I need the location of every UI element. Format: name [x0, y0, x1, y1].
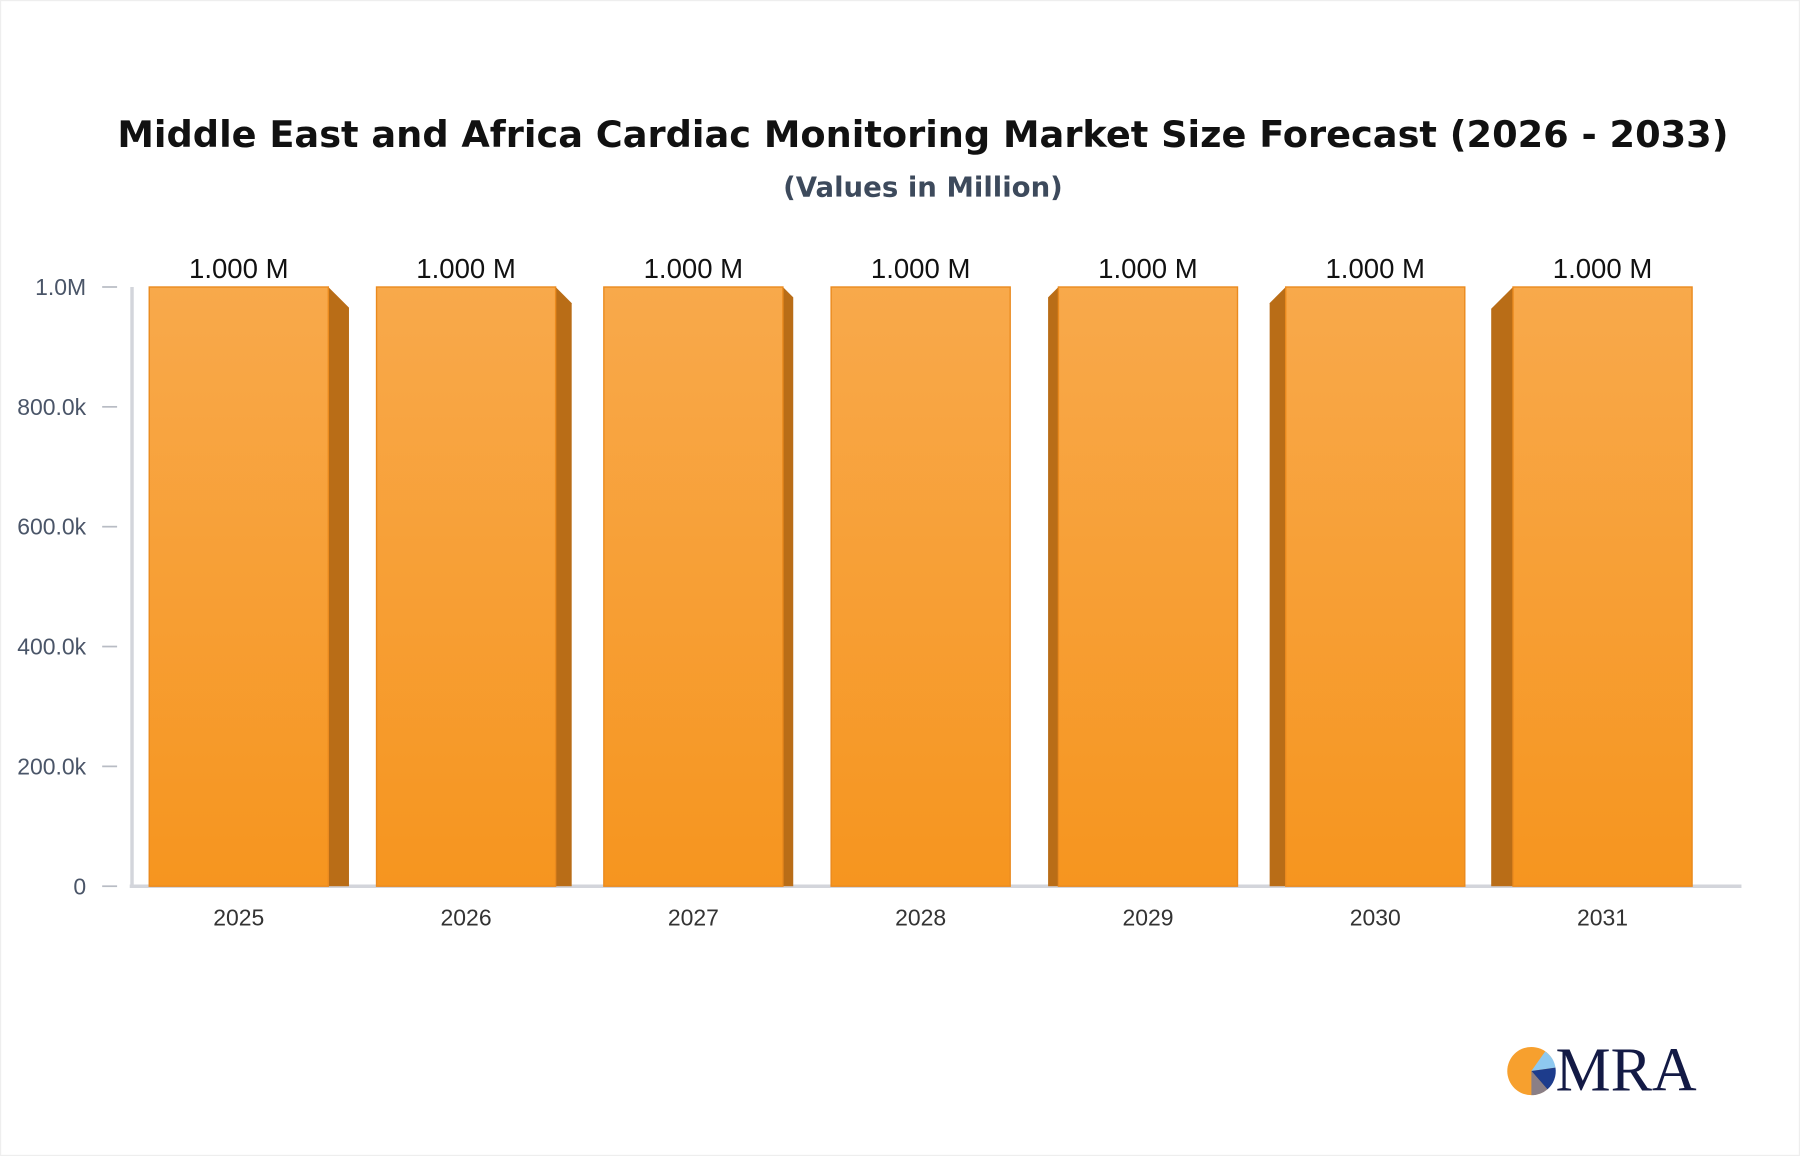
y-tick-label: 400.0k: [17, 634, 86, 660]
data-label: 1.000 M: [189, 253, 289, 284]
data-label: 1.000 M: [1325, 253, 1425, 284]
x-tick-label: 2026: [441, 904, 492, 930]
data-label: 1.000 M: [871, 253, 971, 284]
bar-side: [782, 286, 794, 887]
x-tick-label: 2029: [1122, 904, 1173, 930]
bar: [830, 286, 1011, 887]
bar-side: [1491, 286, 1514, 887]
bar-side: [328, 286, 349, 887]
bar-side: [555, 286, 572, 887]
x-tick-label: 2028: [895, 904, 946, 930]
bar: [1057, 286, 1239, 887]
bar: [148, 286, 330, 887]
x-tick-label: 2030: [1350, 904, 1401, 930]
y-tick-label: 600.0k: [17, 514, 86, 540]
chart-title: Middle East and Africa Cardiac Monitorin…: [117, 113, 1728, 156]
chart-subtitle: (Values in Million): [783, 171, 1063, 203]
mra-logo: MRA: [1507, 1037, 1697, 1105]
bar: [1512, 286, 1693, 887]
bar: [375, 286, 557, 887]
x-tick-label: 2027: [668, 904, 719, 930]
bar-side: [1048, 286, 1059, 887]
bar-side: [1269, 286, 1286, 887]
data-label: 1.000 M: [1553, 253, 1653, 284]
data-label: 1.000 M: [644, 253, 744, 284]
logo-text: MRA: [1555, 1037, 1696, 1105]
x-tick-label: 2031: [1577, 904, 1628, 930]
x-tick-label: 2025: [213, 904, 264, 930]
y-tick-label: 800.0k: [17, 394, 86, 420]
data-label: 1.000 M: [1098, 253, 1198, 284]
data-label: 1.000 M: [416, 253, 516, 284]
y-tick-label: 0: [73, 873, 86, 899]
y-tick-label: 1.0M: [35, 274, 86, 300]
bar: [1285, 286, 1466, 887]
bar: [603, 286, 784, 887]
y-tick-label: 200.0k: [17, 753, 86, 779]
